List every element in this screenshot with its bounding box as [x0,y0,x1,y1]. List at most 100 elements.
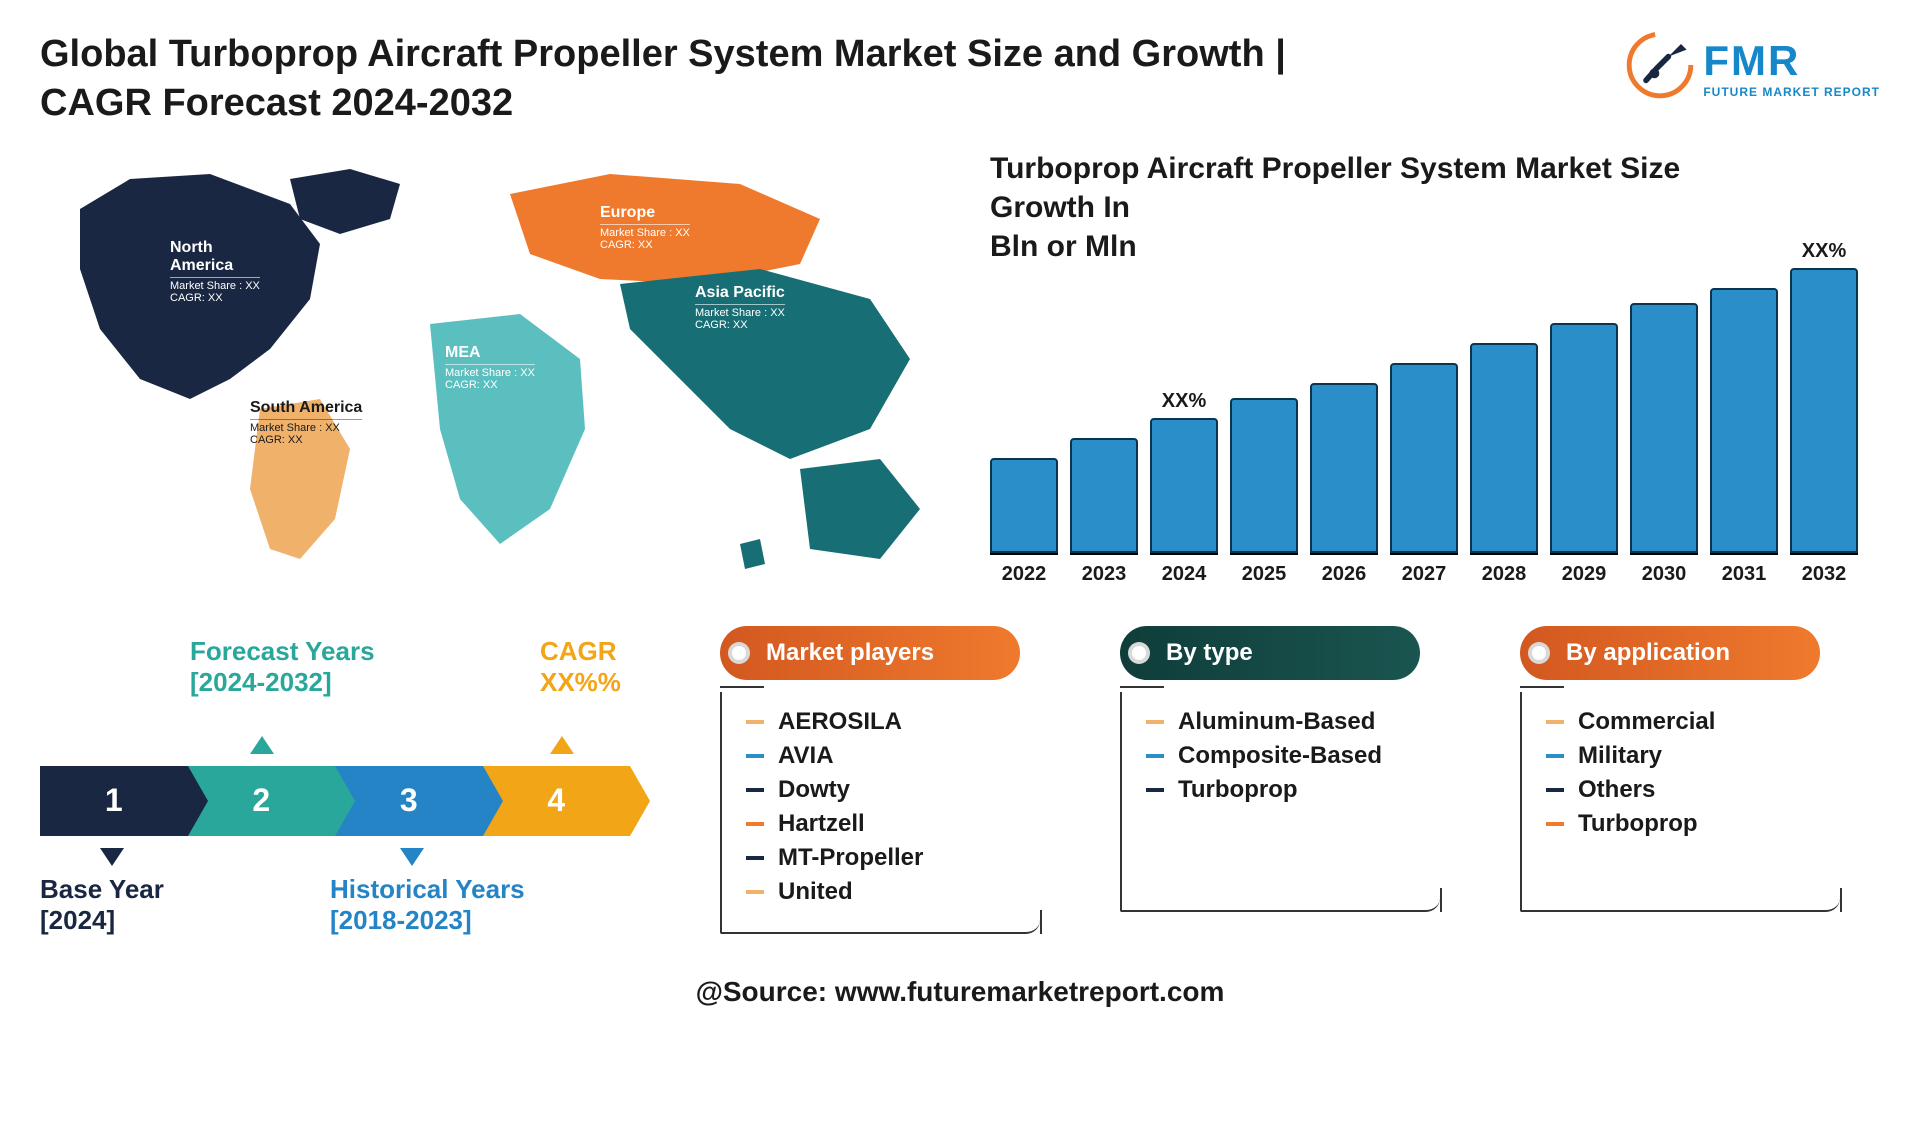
bullet-icon [746,890,764,894]
bar-2029: 2029 [1550,323,1618,586]
timeline-seg-3: 3 [335,766,483,836]
bullet-icon [746,822,764,826]
map-region-ap: Asia PacificMarket Share : XXCAGR: XX [695,284,785,331]
list-item-label: AEROSILA [778,708,902,736]
list-item-label: MT-Propeller [778,844,923,872]
list-item: AEROSILA [746,708,1028,736]
bullet-icon [1146,788,1164,792]
list-item: Turboprop [1146,776,1428,804]
timeline-seg-2: 2 [188,766,336,836]
bar-year-label: 2027 [1402,563,1447,586]
timeline-label-forecast: Forecast Years[2024-2032] [190,636,375,698]
bar-year-label: 2026 [1322,563,1367,586]
list-item: MT-Propeller [746,844,1028,872]
bar-2022: 2022 [990,458,1058,586]
category-pill: Market players [720,626,1020,680]
logo-text-main: FMR [1703,37,1880,85]
bar-2025: 2025 [1230,398,1298,586]
bullet-icon [1146,720,1164,724]
bar-2023: 2023 [1070,438,1138,586]
category-column: By type Aluminum-Based Composite-Based Turb… [1120,626,1480,934]
map-region-sa: South AmericaMarket Share : XXCAGR: XX [250,399,362,446]
world-map: NorthAmericaMarket Share : XXCAGR: XX Sou… [40,149,960,579]
bar-year-label: 2031 [1722,563,1767,586]
bullet-icon [746,788,764,792]
dot-icon [728,642,750,664]
list-item: AVIA [746,742,1028,770]
list-item-label: Dowty [778,776,850,804]
list-item: United [746,878,1028,906]
list-item-label: Military [1578,742,1662,770]
arrow-down-icon [400,848,424,866]
bar-year-label: 2025 [1242,563,1287,586]
list-item: Military [1546,742,1828,770]
category-column: Market players AEROSILA AVIA Dowty Hartzell M… [720,626,1080,934]
list-item: Composite-Based [1146,742,1428,770]
chart-title: Turboprop Aircraft Propeller System Mark… [990,149,1690,266]
timeline-seg-4: 4 [483,766,631,836]
list-item-label: Composite-Based [1178,742,1382,770]
list-item-label: AVIA [778,742,834,770]
page-title: Global Turboprop Aircraft Propeller Syst… [40,30,1320,129]
bullet-icon [1546,822,1564,826]
list-item: Aluminum-Based [1146,708,1428,736]
bullet-icon [746,720,764,724]
bar-2027: 2027 [1390,363,1458,586]
bar-chart: Turboprop Aircraft Propeller System Mark… [990,149,1880,586]
timeline-label-base: Base Year[2024] [40,874,164,936]
category-column: By application Commercial Military Others Tu… [1520,626,1880,934]
logo-text-sub: FUTURE MARKET REPORT [1703,85,1880,99]
timeline-seg-1: 1 [40,766,188,836]
bar-2026: 2026 [1310,383,1378,586]
pill-label: By application [1566,639,1730,667]
bullet-icon [746,754,764,758]
bullet-icon [746,856,764,860]
list-item: Dowty [746,776,1028,804]
bar-year-label: 2022 [1002,563,1047,586]
bar-2028: 2028 [1470,343,1538,586]
bar-year-label: 2024 [1162,563,1207,586]
list-item: Turboprop [1546,810,1828,838]
map-region-mea: MEAMarket Share : XXCAGR: XX [445,344,535,391]
timeline-label-cagr: CAGRXX%% [540,636,621,698]
category-list: Commercial Military Others Turboprop [1520,692,1840,912]
bar-year-label: 2023 [1082,563,1127,586]
map-region-na: NorthAmericaMarket Share : XXCAGR: XX [170,239,260,304]
timeline-label-historical: Historical Years[2018-2023] [330,874,525,936]
pill-label: Market players [766,639,934,667]
dot-icon [1128,642,1150,664]
list-item-label: Others [1578,776,1655,804]
logo-icon [1625,30,1695,105]
category-list: AEROSILA AVIA Dowty Hartzell MT-Propeller Uni… [720,692,1040,934]
bar-annotation: XX% [1162,390,1206,413]
bullet-icon [1546,788,1564,792]
list-item-label: Turboprop [1578,810,1698,838]
bar-year-label: 2028 [1482,563,1527,586]
bar-2032: XX%2032 [1790,268,1858,586]
bar-year-label: 2032 [1802,563,1847,586]
arrow-up-icon [550,736,574,754]
bar-year-label: 2030 [1642,563,1687,586]
list-item: Hartzell [746,810,1028,838]
bullet-icon [1146,754,1164,758]
list-item-label: United [778,878,853,906]
pill-label: By type [1166,639,1253,667]
source-text: @Source: www.futuremarketreport.com [40,976,1880,1008]
list-item-label: Turboprop [1178,776,1298,804]
category-list: Aluminum-Based Composite-Based Turboprop [1120,692,1440,912]
bar-2030: 2030 [1630,303,1698,586]
list-item: Others [1546,776,1828,804]
bar-2024: XX%2024 [1150,418,1218,586]
timeline: Forecast Years[2024-2032] CAGRXX%% 1 2 3… [40,626,670,936]
bar-year-label: 2029 [1562,563,1607,586]
list-item-label: Hartzell [778,810,865,838]
arrow-up-icon [250,736,274,754]
category-pill: By application [1520,626,1820,680]
list-item-label: Aluminum-Based [1178,708,1375,736]
list-item: Commercial [1546,708,1828,736]
bullet-icon [1546,720,1564,724]
list-item-label: Commercial [1578,708,1715,736]
header: Global Turboprop Aircraft Propeller Syst… [40,30,1880,129]
bullet-icon [1546,754,1564,758]
arrow-down-icon [100,848,124,866]
